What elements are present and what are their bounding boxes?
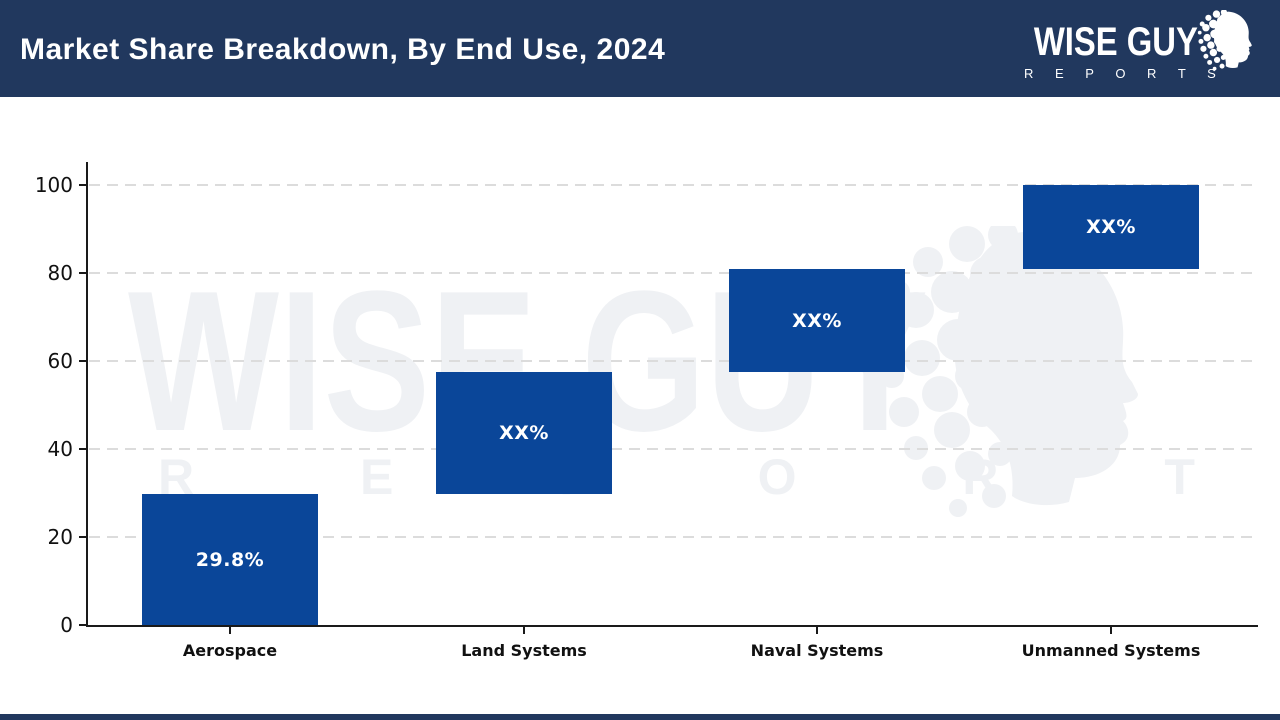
x-category-label-aerospace: Aerospace: [182, 641, 278, 660]
gridline-100: [89, 184, 1252, 186]
bar-value-label-land-systems: XX%: [499, 422, 549, 444]
y-tick-label-20: 20: [47, 525, 73, 549]
x-category-label-unmanned-systems: Unmanned Systems: [1021, 641, 1201, 660]
y-tick-label-80: 80: [47, 261, 73, 285]
y-tick-20: [79, 536, 87, 538]
bar-aerospace: 29.8%: [142, 494, 318, 625]
page-title: Market Share Breakdown, By End Use, 2024: [20, 33, 666, 66]
y-tick-0: [79, 624, 87, 626]
gridline-80: [89, 272, 1252, 274]
logo-wordmark-line1: WISE GUY: [1033, 20, 1198, 64]
y-tick-label-60: 60: [47, 349, 73, 373]
y-tick-label-100: 100: [34, 173, 73, 197]
gridline-20: [89, 536, 1252, 538]
logo-wordmark-line2: R E P O R T S: [1024, 66, 1225, 81]
y-tick-80: [79, 272, 87, 274]
logo-wordmark: WISE GUY R E P O R T S: [1018, 20, 1225, 81]
y-tick-label-0: 0: [60, 613, 73, 637]
bar-value-label-aerospace: 29.8%: [195, 548, 265, 571]
x-category-label-naval-systems: Naval Systems: [750, 641, 884, 660]
y-axis: [86, 162, 88, 627]
bar-unmanned-systems: XX%: [1023, 185, 1199, 269]
x-tick-land-systems: [523, 627, 525, 634]
x-tick-aerospace: [229, 627, 231, 634]
bar-land-systems: XX%: [436, 372, 612, 494]
y-tick-40: [79, 448, 87, 450]
logo-head-icon: [1197, 10, 1252, 71]
x-tick-naval-systems: [816, 627, 818, 634]
bar-naval-systems: XX%: [729, 269, 905, 372]
bar-value-label-unmanned-systems: XX%: [1086, 216, 1136, 238]
y-tick-60: [79, 360, 87, 362]
gridline-40: [89, 448, 1252, 450]
app-header: Market Share Breakdown, By End Use, 2024…: [0, 0, 1280, 97]
y-tick-100: [79, 184, 87, 186]
bar-value-label-naval-systems: XX%: [792, 309, 842, 332]
x-category-label-land-systems: Land Systems: [461, 641, 587, 660]
x-axis: [86, 625, 1258, 627]
footer-bar: [0, 714, 1280, 720]
gridline-60: [89, 360, 1252, 362]
y-tick-label-40: 40: [47, 437, 73, 461]
watermark-head-icon: [877, 226, 1138, 517]
wiseguy-logo: WISE GUY R E P O R T S: [1018, 8, 1268, 90]
x-tick-unmanned-systems: [1110, 627, 1112, 634]
